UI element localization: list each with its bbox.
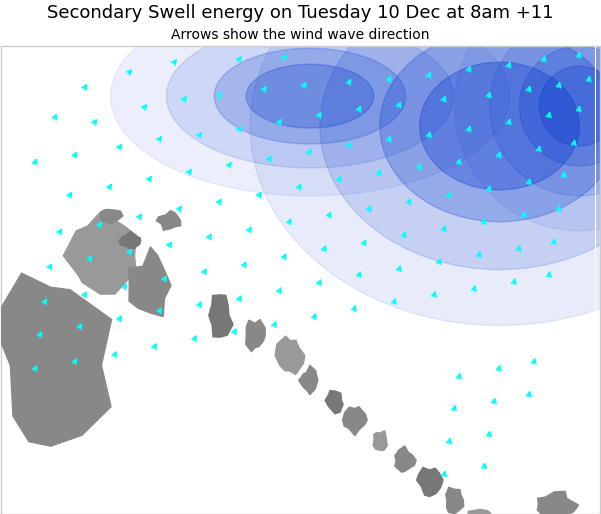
Text: Secondary Swell energy on Tuesday 10 Dec at 8am +11: Secondary Swell energy on Tuesday 10 Dec… (47, 4, 554, 22)
Polygon shape (468, 509, 496, 514)
Polygon shape (275, 336, 305, 375)
Ellipse shape (380, 30, 601, 222)
Polygon shape (156, 211, 181, 230)
Ellipse shape (166, 24, 454, 168)
Polygon shape (395, 446, 416, 472)
Polygon shape (537, 491, 579, 514)
Polygon shape (209, 295, 233, 337)
Ellipse shape (246, 64, 374, 128)
Polygon shape (246, 320, 265, 352)
Ellipse shape (489, 16, 601, 196)
Ellipse shape (214, 48, 406, 144)
Ellipse shape (519, 46, 601, 166)
Polygon shape (119, 231, 141, 249)
Text: Arrows show the wind wave direction: Arrows show the wind wave direction (171, 28, 430, 42)
Polygon shape (373, 431, 387, 450)
Polygon shape (299, 365, 318, 395)
Polygon shape (63, 212, 136, 294)
Ellipse shape (419, 62, 579, 190)
Ellipse shape (320, 0, 601, 270)
Ellipse shape (250, 0, 601, 325)
Bar (1, 46, 600, 514)
Polygon shape (100, 210, 123, 224)
Polygon shape (446, 487, 464, 513)
Ellipse shape (454, 0, 601, 231)
Polygon shape (343, 407, 367, 435)
Polygon shape (416, 467, 443, 497)
Polygon shape (129, 247, 171, 317)
Polygon shape (0, 273, 112, 446)
Ellipse shape (111, 0, 510, 196)
Ellipse shape (539, 66, 601, 146)
Polygon shape (325, 391, 343, 414)
